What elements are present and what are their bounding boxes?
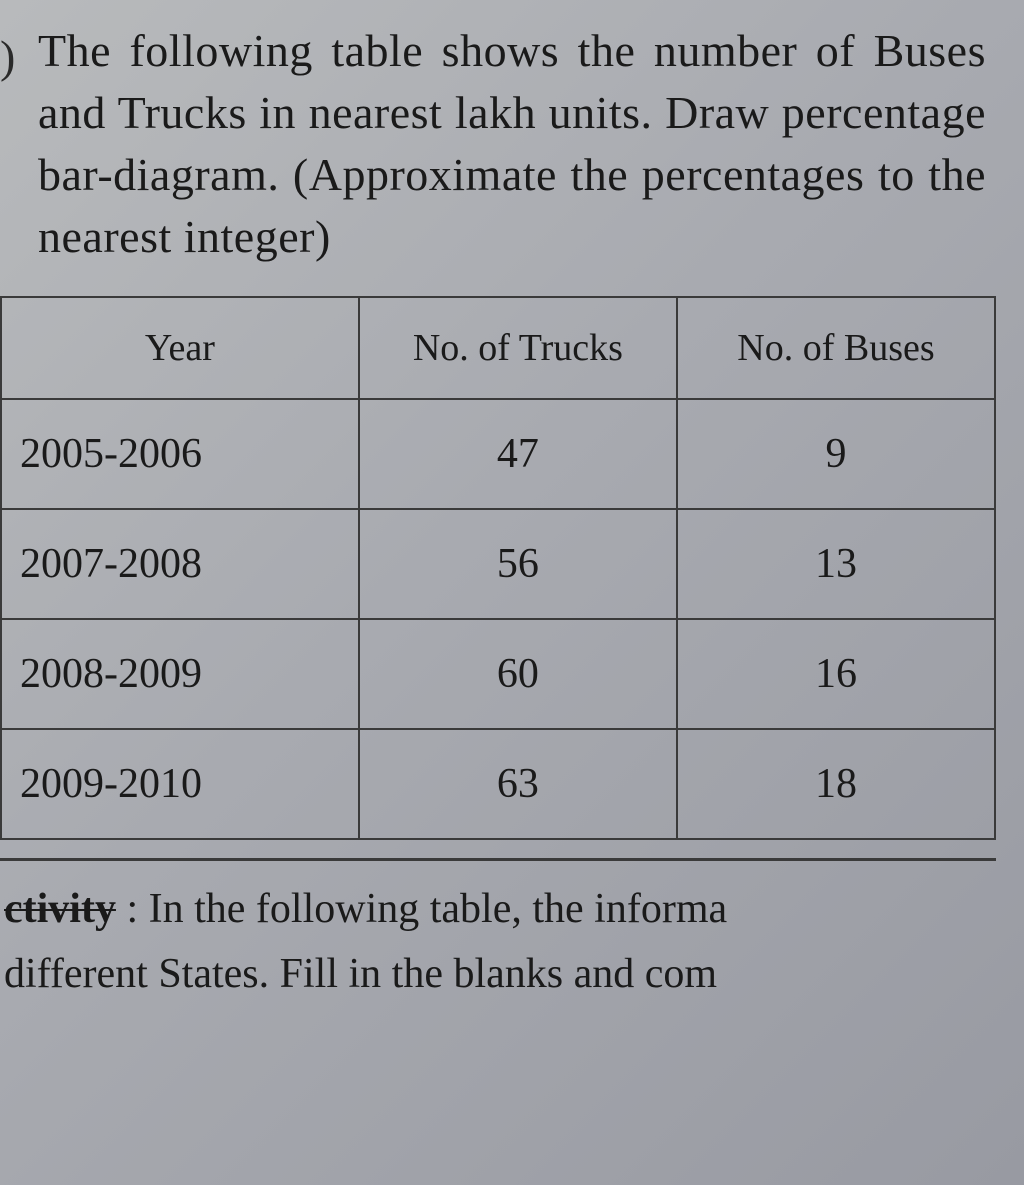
cell-buses: 9 [677,399,995,509]
table-header-row: Year No. of Trucks No. of Buses [1,297,995,399]
column-header-buses: No. of Buses [677,297,995,399]
column-header-year: Year [1,297,359,399]
activity-text: : In the following table, the informa [116,886,727,932]
cell-buses: 16 [677,619,995,729]
cutoff-text: different States. Fill in the blanks and… [0,950,996,998]
cell-trucks: 63 [359,729,677,839]
cell-year: 2008-2009 [1,619,359,729]
vehicle-data-table: Year No. of Trucks No. of Buses 2005-200… [0,296,996,840]
question-marker: ) [0,30,15,83]
column-header-trucks: No. of Trucks [359,297,677,399]
activity-line: ctivity : In the following table, the in… [0,881,996,938]
section-divider [0,858,996,861]
activity-label: ctivity [4,886,116,932]
cell-trucks: 60 [359,619,677,729]
table-row: 2005-2006 47 9 [1,399,995,509]
cell-year: 2007-2008 [1,509,359,619]
cell-buses: 13 [677,509,995,619]
table-row: 2008-2009 60 16 [1,619,995,729]
table-row: 2009-2010 63 18 [1,729,995,839]
cell-year: 2005-2006 [1,399,359,509]
table-row: 2007-2008 56 13 [1,509,995,619]
question-text: The following table shows the number of … [0,20,996,268]
cell-trucks: 56 [359,509,677,619]
cell-year: 2009-2010 [1,729,359,839]
cell-trucks: 47 [359,399,677,509]
cell-buses: 18 [677,729,995,839]
